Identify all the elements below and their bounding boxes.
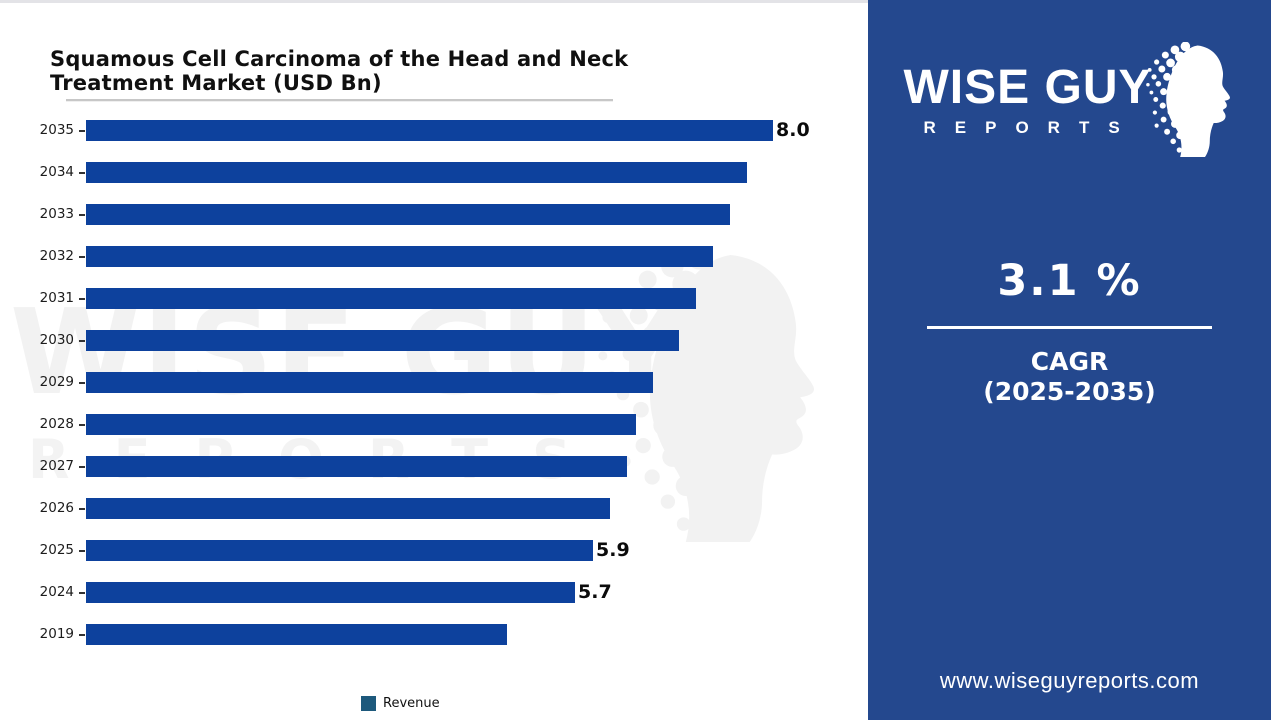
y-axis-tick-icon <box>79 172 85 174</box>
bar-row: 2027 <box>0 456 868 477</box>
revenue-bar-2026 <box>86 498 610 519</box>
y-axis-tick-icon <box>79 634 85 636</box>
revenue-bar-2032 <box>86 246 713 267</box>
cagr-value: 3.1 % <box>997 256 1142 306</box>
legend-label: Revenue <box>383 696 440 711</box>
revenue-bar-2035 <box>86 120 773 141</box>
bar-row: 2032 <box>0 246 868 267</box>
y-axis-tick-label: 2028 <box>39 416 74 432</box>
bar-value-label: 8.0 <box>776 119 810 141</box>
wise-guy-reports-logo: WISE GUY REPORTS <box>868 42 1271 157</box>
revenue-bar-2024 <box>86 582 575 603</box>
brand-panel: WISE GUY REPORTS <box>868 0 1271 720</box>
revenue-bar-2027 <box>86 456 627 477</box>
y-axis-tick-icon <box>79 214 85 216</box>
bar-row: 2031 <box>0 288 868 309</box>
bar-plot: 2035 8.0 2034 2033 2032 2031 2030 2029 2028 2027 2… <box>0 119 868 646</box>
y-axis-tick-label: 2034 <box>39 164 74 180</box>
y-axis-tick-label: 2026 <box>39 500 74 516</box>
bar-row: 2024 5.7 <box>0 581 868 603</box>
y-axis-tick-label: 2032 <box>39 248 74 264</box>
revenue-bar-2031 <box>86 288 696 309</box>
bar-row: 2025 5.9 <box>0 539 868 561</box>
bar-row: 2019 <box>0 624 868 645</box>
bar-row: 2033 <box>0 204 868 225</box>
logo-subtitle: REPORTS <box>923 118 1139 137</box>
y-axis-tick-label: 2033 <box>39 206 74 222</box>
cagr-label: CAGR <box>1030 347 1109 376</box>
y-axis-tick-icon <box>79 382 85 384</box>
revenue-bar-2033 <box>86 204 730 225</box>
y-axis-tick-icon <box>79 466 85 468</box>
bar-value-label: 5.7 <box>578 581 612 603</box>
y-axis-tick-label: 2029 <box>39 374 74 390</box>
bar-row: 2030 <box>0 330 868 351</box>
revenue-bar-2034 <box>86 162 747 183</box>
top-border <box>0 0 868 3</box>
cagr-block: 3.1 % CAGR (2025-2035) <box>868 256 1271 407</box>
bar-row: 2034 <box>0 162 868 183</box>
revenue-bar-2019 <box>86 624 507 645</box>
website-url: www.wiseguyreports.com <box>939 668 1200 693</box>
bar-row: 2029 <box>0 372 868 393</box>
head-profile-icon <box>1145 42 1230 157</box>
y-axis-tick-label: 2035 <box>39 122 74 138</box>
y-axis-tick-label: 2025 <box>39 542 74 558</box>
logo-title: WISE GUY <box>903 61 1152 114</box>
revenue-bar-2030 <box>86 330 679 351</box>
cagr-divider <box>927 326 1212 329</box>
y-axis-tick-label: 2030 <box>39 332 74 348</box>
y-axis-tick-label: 2027 <box>39 458 74 474</box>
y-axis-tick-icon <box>79 550 85 552</box>
cagr-period: (2025-2035) <box>983 377 1156 406</box>
y-axis-tick-label: 2024 <box>39 584 74 600</box>
revenue-bar-2028 <box>86 414 636 435</box>
y-axis-tick-label: 2019 <box>39 626 74 642</box>
y-axis-tick-label: 2031 <box>39 290 74 306</box>
y-axis-tick-icon <box>79 256 85 258</box>
revenue-bar-2029 <box>86 372 653 393</box>
chart-panel: Squamous Cell Carcinoma of the Head and … <box>0 0 868 711</box>
bar-row: 2026 <box>0 498 868 519</box>
y-axis-tick-icon <box>79 592 85 594</box>
title-underline <box>66 99 613 102</box>
y-axis-tick-icon <box>79 340 85 342</box>
bar-row: 2028 <box>0 414 868 435</box>
chart-title: Squamous Cell Carcinoma of the Head and … <box>50 47 629 96</box>
revenue-bar-2025 <box>86 540 593 561</box>
logo-text: WISE GUY REPORTS <box>903 64 1151 138</box>
y-axis-tick-icon <box>79 130 85 132</box>
y-axis-tick-icon <box>79 424 85 426</box>
bar-value-label: 5.9 <box>596 539 630 561</box>
y-axis-tick-icon <box>79 508 85 510</box>
legend-swatch-icon <box>361 696 376 711</box>
legend: Revenue <box>361 696 440 711</box>
bar-row: 2035 8.0 <box>0 119 868 141</box>
y-axis-tick-icon <box>79 298 85 300</box>
